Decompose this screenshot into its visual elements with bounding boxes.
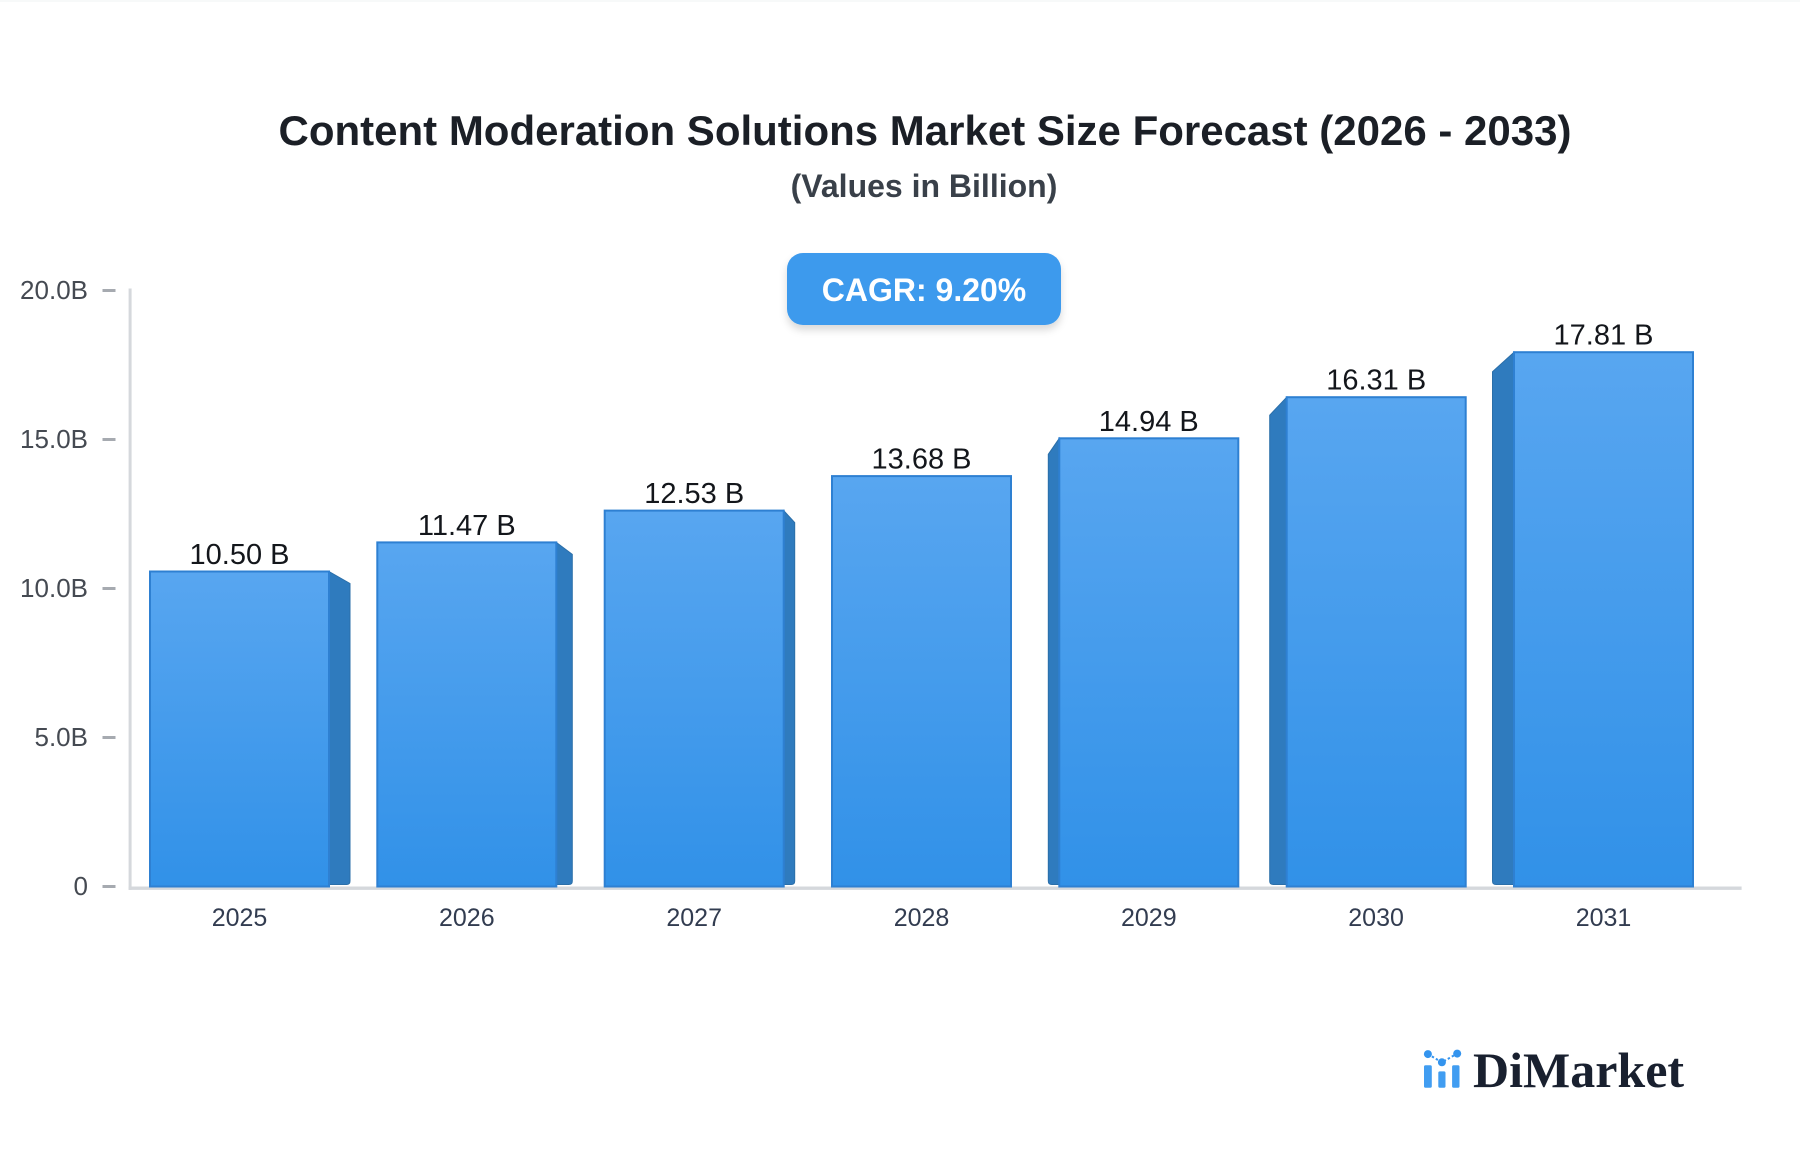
svg-text:2026: 2026 (439, 904, 495, 932)
svg-text:11.47 B: 11.47 B (418, 510, 516, 542)
svg-text:12.53 B: 12.53 B (644, 478, 744, 510)
svg-text:CAGR: 9.20%: CAGR: 9.20% (822, 272, 1027, 308)
svg-text:DiMarket: DiMarket (1473, 1042, 1684, 1098)
svg-text:2031: 2031 (1576, 904, 1632, 932)
svg-text:2028: 2028 (894, 904, 950, 932)
svg-text:10.0B: 10.0B (20, 573, 88, 603)
svg-text:0: 0 (74, 871, 88, 901)
svg-text:5.0B: 5.0B (35, 722, 89, 752)
svg-text:15.0B: 15.0B (20, 424, 88, 454)
svg-text:17.81 B: 17.81 B (1554, 320, 1654, 352)
svg-text:2030: 2030 (1348, 904, 1404, 932)
svg-text:2027: 2027 (666, 904, 722, 932)
svg-text:10.50 B: 10.50 B (190, 539, 290, 571)
svg-text:2025: 2025 (212, 904, 268, 932)
svg-text:16.31 B: 16.31 B (1326, 365, 1426, 397)
svg-text:Content Moderation Solutions M: Content Moderation Solutions Market Size… (279, 107, 1572, 154)
svg-text:20.0B: 20.0B (20, 275, 88, 305)
svg-text:13.68 B: 13.68 B (872, 444, 972, 476)
svg-text:(Values in Billion): (Values in Billion) (791, 168, 1058, 204)
svg-text:14.94 B: 14.94 B (1099, 406, 1199, 438)
svg-text:2029: 2029 (1121, 904, 1177, 932)
